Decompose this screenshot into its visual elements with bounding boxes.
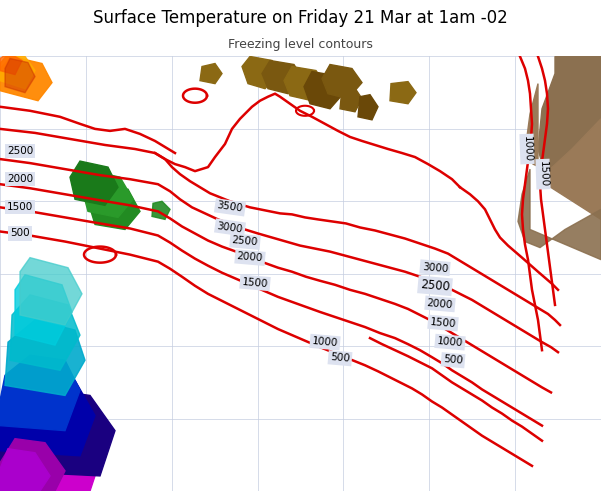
Polygon shape bbox=[5, 58, 35, 93]
Polygon shape bbox=[0, 390, 115, 476]
Polygon shape bbox=[0, 56, 35, 89]
Polygon shape bbox=[0, 56, 52, 101]
Polygon shape bbox=[82, 171, 133, 218]
Polygon shape bbox=[262, 60, 303, 94]
Text: 1500: 1500 bbox=[242, 276, 269, 289]
Polygon shape bbox=[538, 56, 601, 179]
Polygon shape bbox=[88, 184, 140, 229]
Polygon shape bbox=[0, 438, 65, 491]
Polygon shape bbox=[0, 449, 50, 491]
Text: 3000: 3000 bbox=[421, 262, 448, 274]
Polygon shape bbox=[20, 258, 82, 325]
Polygon shape bbox=[0, 56, 22, 75]
Text: 2500: 2500 bbox=[7, 146, 33, 156]
Polygon shape bbox=[358, 95, 378, 120]
Text: 2500: 2500 bbox=[231, 235, 258, 247]
Polygon shape bbox=[5, 320, 85, 395]
Text: 2000: 2000 bbox=[237, 251, 263, 264]
Text: 1500: 1500 bbox=[7, 202, 33, 212]
Text: 1500: 1500 bbox=[537, 161, 549, 188]
Text: 2500: 2500 bbox=[419, 278, 450, 294]
Polygon shape bbox=[518, 169, 601, 260]
Polygon shape bbox=[70, 161, 118, 205]
Polygon shape bbox=[526, 83, 601, 219]
Polygon shape bbox=[304, 72, 345, 109]
Polygon shape bbox=[0, 355, 80, 431]
Text: Surface Temperature on Friday 21 Mar at 1am -02: Surface Temperature on Friday 21 Mar at … bbox=[93, 9, 508, 27]
Polygon shape bbox=[152, 201, 170, 219]
Text: 3000: 3000 bbox=[216, 220, 243, 234]
Text: 1000: 1000 bbox=[436, 336, 463, 348]
Polygon shape bbox=[0, 421, 100, 491]
Polygon shape bbox=[0, 375, 95, 456]
Text: 500: 500 bbox=[330, 353, 350, 364]
Text: 3500: 3500 bbox=[216, 200, 243, 214]
Text: 500: 500 bbox=[443, 355, 463, 366]
Polygon shape bbox=[15, 275, 72, 345]
Polygon shape bbox=[242, 56, 280, 89]
Polygon shape bbox=[10, 295, 80, 370]
Text: 1000: 1000 bbox=[522, 136, 532, 162]
Text: 1000: 1000 bbox=[311, 336, 338, 348]
Polygon shape bbox=[390, 82, 416, 104]
Polygon shape bbox=[200, 63, 222, 83]
Text: 2000: 2000 bbox=[7, 174, 33, 184]
Text: 500: 500 bbox=[10, 228, 30, 239]
Text: 1500: 1500 bbox=[430, 317, 457, 329]
Text: Freezing level contours: Freezing level contours bbox=[228, 37, 373, 51]
Polygon shape bbox=[322, 64, 362, 99]
Polygon shape bbox=[284, 66, 326, 101]
Polygon shape bbox=[340, 86, 362, 112]
Text: 2000: 2000 bbox=[427, 298, 453, 310]
